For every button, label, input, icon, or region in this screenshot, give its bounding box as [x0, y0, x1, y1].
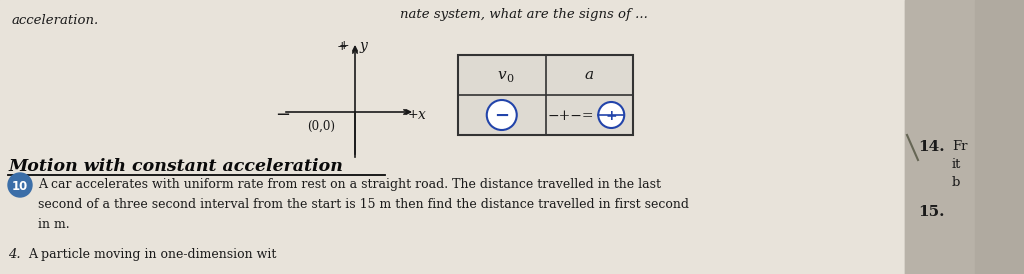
- Text: a: a: [585, 68, 594, 82]
- Text: y: y: [360, 39, 368, 53]
- Text: in m.: in m.: [38, 218, 70, 231]
- Text: A particle moving in one-dimension wit: A particle moving in one-dimension wit: [28, 248, 276, 261]
- Text: −+−=: −+−=: [548, 109, 595, 123]
- Bar: [975, 0, 1024, 274]
- Text: +: +: [338, 39, 349, 52]
- Text: +: +: [605, 109, 617, 123]
- Text: it: it: [952, 158, 962, 171]
- Text: Fr: Fr: [952, 140, 968, 153]
- Circle shape: [598, 102, 625, 128]
- Text: nate system, what are the signs of ...: nate system, what are the signs of ...: [400, 8, 648, 21]
- Text: 14.: 14.: [918, 140, 944, 154]
- Text: x: x: [418, 108, 426, 122]
- Text: 4.: 4.: [8, 248, 20, 261]
- Text: v: v: [498, 68, 506, 82]
- Text: Motion with constant acceleration: Motion with constant acceleration: [8, 158, 343, 175]
- Text: −: −: [275, 106, 290, 124]
- Text: 15.: 15.: [918, 205, 944, 219]
- Bar: [458, 55, 633, 135]
- Text: b: b: [952, 176, 961, 189]
- Text: (0,0): (0,0): [307, 120, 335, 133]
- Circle shape: [8, 173, 32, 197]
- Circle shape: [486, 100, 517, 130]
- Text: A car accelerates with uniform rate from rest on a straight road. The distance t: A car accelerates with uniform rate from…: [38, 178, 662, 191]
- Text: 10: 10: [12, 179, 28, 193]
- Text: +: +: [408, 109, 419, 121]
- Text: −: −: [495, 107, 509, 125]
- Text: 0: 0: [506, 74, 513, 84]
- Bar: [905, 0, 1024, 274]
- Text: second of a three second interval from the start is 15 m then find the distance : second of a three second interval from t…: [38, 198, 689, 211]
- Text: +: +: [336, 39, 347, 53]
- Text: acceleration.: acceleration.: [12, 14, 99, 27]
